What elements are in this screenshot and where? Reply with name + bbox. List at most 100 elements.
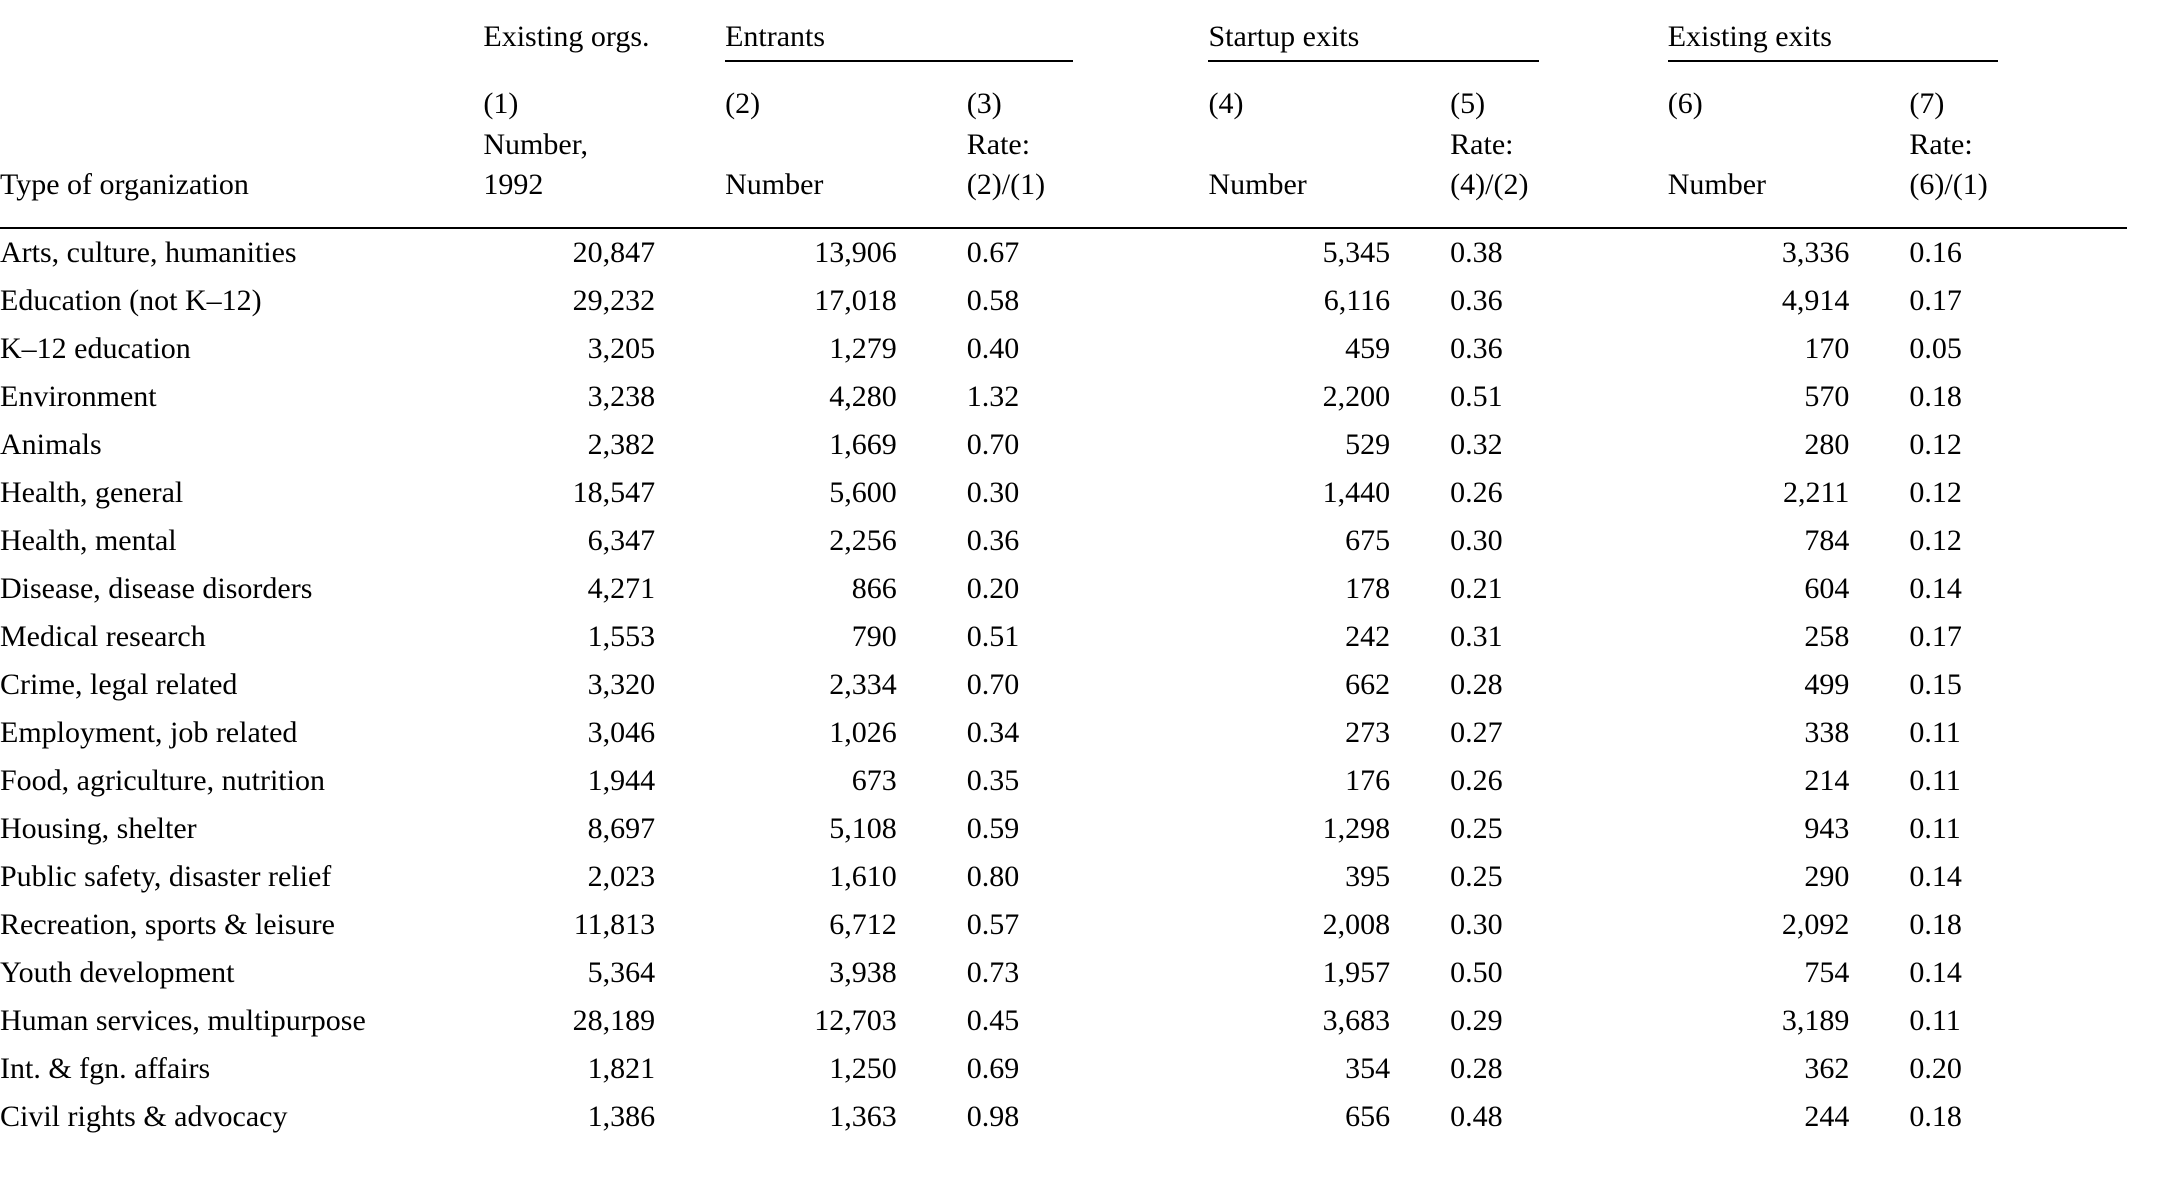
cell-startup-exits-number: 529	[1208, 421, 1450, 469]
col-num: (2)	[725, 87, 760, 120]
cell-startup-exits-number: 5,345	[1208, 228, 1450, 277]
cell-entrants-number: 3,938	[725, 949, 967, 997]
cell-existing-number: 3,238	[483, 373, 725, 421]
cell-existing-exits-number: 604	[1668, 565, 1910, 613]
row-label: Int. & fgn. affairs	[0, 1045, 483, 1093]
row-label: Environment	[0, 373, 483, 421]
cell-existing-exits-rate: 0.17	[1909, 277, 2127, 325]
col-num: (5)	[1450, 87, 1485, 120]
cell-existing-exits-number: 280	[1668, 421, 1910, 469]
table-row: Environment3,2384,2801.322,2000.515700.1…	[0, 373, 2127, 421]
cell-existing-number: 18,547	[483, 469, 725, 517]
cell-startup-exits-number: 459	[1208, 325, 1450, 373]
cell-entrants-rate: 0.69	[967, 1045, 1209, 1093]
cell-existing-exits-number: 2,092	[1668, 901, 1910, 949]
cell-existing-exits-number: 258	[1668, 613, 1910, 661]
cell-entrants-rate: 0.40	[967, 325, 1209, 373]
cell-entrants-number: 12,703	[725, 997, 967, 1045]
cell-startup-exits-number: 2,200	[1208, 373, 1450, 421]
subheader-7: (7) Rate: (6)/(1)	[1909, 84, 2127, 224]
column-group-row: Existing orgs. Entrants Startup exits Ex…	[0, 20, 2127, 84]
cell-startup-exits-number: 1,957	[1208, 949, 1450, 997]
cell-entrants-rate: 0.20	[967, 565, 1209, 613]
table-row: Arts, culture, humanities20,84713,9060.6…	[0, 228, 2127, 277]
cell-startup-exits-rate: 0.25	[1450, 805, 1668, 853]
cell-existing-number: 11,813	[483, 901, 725, 949]
cell-startup-exits-rate: 0.27	[1450, 709, 1668, 757]
cell-existing-exits-number: 3,189	[1668, 997, 1910, 1045]
cell-entrants-number: 790	[725, 613, 967, 661]
table-row: Employment, job related3,0461,0260.34273…	[0, 709, 2127, 757]
cell-existing-exits-rate: 0.05	[1909, 325, 2127, 373]
cell-existing-exits-rate: 0.16	[1909, 228, 2127, 277]
cell-entrants-rate: 1.32	[967, 373, 1209, 421]
col-line1: Number,	[483, 128, 588, 161]
cell-existing-number: 1,386	[483, 1093, 725, 1141]
col-line2: (6)/(1)	[1909, 168, 1987, 201]
cell-existing-exits-number: 362	[1668, 1045, 1910, 1093]
cell-existing-exits-rate: 0.11	[1909, 757, 2127, 805]
cell-existing-exits-number: 499	[1668, 661, 1910, 709]
subheader-6: (6) Number	[1668, 84, 1910, 224]
table-body: Arts, culture, humanities20,84713,9060.6…	[0, 228, 2127, 1141]
column-subheader-row: Type of organization (1) Number, 1992 (2…	[0, 84, 2127, 224]
cell-entrants-rate: 0.51	[967, 613, 1209, 661]
subheader-5: (5) Rate: (4)/(2)	[1450, 84, 1668, 224]
cell-existing-number: 6,347	[483, 517, 725, 565]
table-row: Disease, disease disorders4,2718660.2017…	[0, 565, 2127, 613]
group-startup-exits: Startup exits	[1208, 20, 1667, 84]
cell-startup-exits-rate: 0.28	[1450, 661, 1668, 709]
cell-entrants-number: 6,712	[725, 901, 967, 949]
cell-existing-exits-number: 784	[1668, 517, 1910, 565]
cell-entrants-number: 2,334	[725, 661, 967, 709]
cell-startup-exits-rate: 0.25	[1450, 853, 1668, 901]
table-row: K–12 education3,2051,2790.404590.361700.…	[0, 325, 2127, 373]
cell-entrants-number: 2,256	[725, 517, 967, 565]
cell-entrants-number: 1,610	[725, 853, 967, 901]
cell-existing-number: 3,205	[483, 325, 725, 373]
cell-startup-exits-rate: 0.51	[1450, 373, 1668, 421]
group-label: Entrants	[725, 20, 1073, 62]
cell-startup-exits-number: 675	[1208, 517, 1450, 565]
table-row: Health, general18,5475,6000.301,4400.262…	[0, 469, 2127, 517]
row-label: Employment, job related	[0, 709, 483, 757]
cell-existing-exits-number: 4,914	[1668, 277, 1910, 325]
cell-existing-number: 5,364	[483, 949, 725, 997]
cell-entrants-number: 1,250	[725, 1045, 967, 1093]
row-label: Medical research	[0, 613, 483, 661]
cell-entrants-number: 4,280	[725, 373, 967, 421]
subheader-3: (3) Rate: (2)/(1)	[967, 84, 1209, 224]
group-label: Startup exits	[1208, 20, 1539, 62]
col-line2: 1992	[483, 168, 543, 201]
subheader-2: (2) Number	[725, 84, 967, 224]
row-label: Civil rights & advocacy	[0, 1093, 483, 1141]
group-existing-exits: Existing exits	[1668, 20, 2127, 84]
cell-existing-exits-rate: 0.14	[1909, 949, 2127, 997]
cell-existing-exits-rate: 0.11	[1909, 709, 2127, 757]
cell-startup-exits-number: 273	[1208, 709, 1450, 757]
cell-existing-exits-number: 3,336	[1668, 228, 1910, 277]
cell-existing-exits-rate: 0.14	[1909, 853, 2127, 901]
cell-startup-exits-number: 2,008	[1208, 901, 1450, 949]
cell-entrants-number: 1,026	[725, 709, 967, 757]
cell-existing-exits-number: 290	[1668, 853, 1910, 901]
table-row: Housing, shelter8,6975,1080.591,2980.259…	[0, 805, 2127, 853]
cell-startup-exits-rate: 0.38	[1450, 228, 1668, 277]
cell-existing-exits-number: 244	[1668, 1093, 1910, 1141]
group-existing-orgs: Existing orgs.	[483, 20, 725, 84]
cell-entrants-rate: 0.59	[967, 805, 1209, 853]
cell-entrants-rate: 0.80	[967, 853, 1209, 901]
table-row: Health, mental6,3472,2560.366750.307840.…	[0, 517, 2127, 565]
cell-startup-exits-rate: 0.31	[1450, 613, 1668, 661]
cell-existing-number: 29,232	[483, 277, 725, 325]
cell-startup-exits-number: 242	[1208, 613, 1450, 661]
col-line1: Rate:	[1909, 128, 1972, 161]
table-row: Civil rights & advocacy1,3861,3630.98656…	[0, 1093, 2127, 1141]
cell-startup-exits-rate: 0.26	[1450, 757, 1668, 805]
col-line1: Rate:	[1450, 128, 1513, 161]
cell-startup-exits-number: 6,116	[1208, 277, 1450, 325]
cell-startup-exits-number: 656	[1208, 1093, 1450, 1141]
cell-entrants-number: 1,669	[725, 421, 967, 469]
cell-entrants-rate: 0.58	[967, 277, 1209, 325]
row-label: Food, agriculture, nutrition	[0, 757, 483, 805]
